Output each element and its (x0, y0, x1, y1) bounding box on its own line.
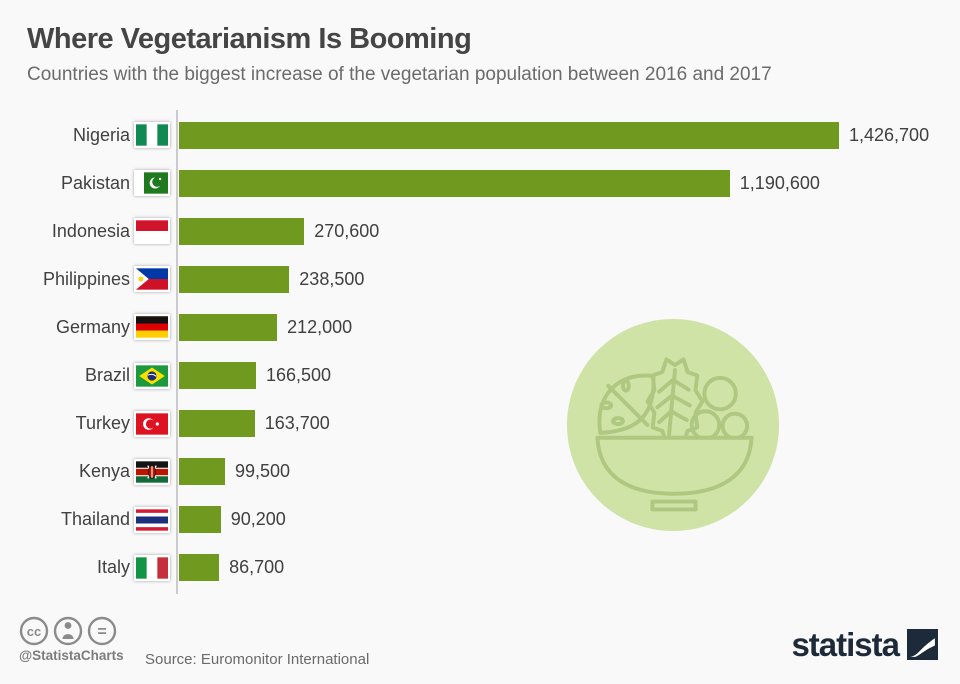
italy-flag (134, 554, 170, 581)
country-label: Brazil (84, 365, 130, 386)
page-subtitle: Countries with the biggest increase of t… (27, 63, 772, 85)
country-label: Nigeria (72, 124, 130, 145)
chart-row: Thailand 90,200 (0, 496, 960, 544)
kenya-flag (134, 458, 170, 485)
salad-bowl-icon (565, 317, 781, 533)
bar (179, 121, 839, 149)
equals-glyph: = (97, 624, 106, 641)
pakistan-flag (134, 170, 170, 197)
bar (179, 554, 220, 582)
value-label: 86,700 (229, 557, 285, 578)
header: Where Vegetarianism Is Booming Countries… (27, 23, 937, 86)
country-label: Germany (55, 316, 130, 337)
value-label: 166,500 (266, 365, 332, 386)
country-label: Pakistan (60, 172, 130, 193)
value-label: 238,500 (299, 268, 365, 289)
chart-row: Germany 212,000 (0, 303, 960, 351)
brazil-flag (134, 362, 170, 389)
value-label: 270,600 (314, 220, 380, 241)
bar (179, 265, 290, 293)
value-label: 99,500 (235, 461, 291, 482)
country-label: Philippines (42, 268, 130, 289)
chart-row: Philippines 238,500 (0, 255, 960, 303)
no-derivatives-icon (87, 616, 117, 646)
turkey-flag (134, 410, 170, 437)
germany-flag (134, 314, 170, 341)
country-label: Turkey (75, 413, 130, 434)
indonesia-flag (134, 218, 170, 245)
bar (179, 458, 225, 486)
license-icons: cc = (19, 616, 119, 653)
chart-row: Italy 86,700 (0, 544, 960, 592)
country-label: Italy (96, 557, 130, 578)
nigeria-flag (134, 122, 170, 149)
statista-logo: statista (791, 628, 938, 661)
value-label: 1,426,700 (849, 124, 930, 145)
chart-row: Brazil 166,500 (0, 351, 960, 399)
value-label: 163,700 (264, 413, 330, 434)
axis-baseline (176, 110, 178, 594)
cc-glyph: cc (27, 624, 41, 639)
country-label: Kenya (78, 461, 130, 482)
attribution-icon (53, 616, 83, 646)
bar (179, 410, 255, 438)
country-label: Indonesia (51, 220, 130, 241)
value-label: 1,190,600 (739, 172, 820, 193)
bar (179, 313, 278, 341)
bar (179, 362, 256, 390)
cc-icon (19, 616, 49, 646)
bar (179, 506, 221, 534)
bar (179, 217, 305, 245)
chart-row: Pakistan 1,190,600 (0, 159, 960, 207)
chart-row: Kenya 99,500 (0, 448, 960, 496)
statista-wordmark: statista (791, 626, 900, 663)
page-title: Where Vegetarianism Is Booming (27, 23, 472, 55)
chart-row: Turkey 163,700 (0, 400, 960, 448)
philippines-flag (134, 266, 170, 293)
source-text: Source: Euromonitor International (145, 651, 370, 668)
statista-handle: @StatistaCharts (19, 648, 124, 663)
thailand-flag (134, 506, 170, 533)
chart-row: Indonesia 270,600 (0, 207, 960, 255)
value-label: 90,200 (230, 509, 286, 530)
chart-row: Nigeria 1,426,700 (0, 111, 960, 159)
country-label: Thailand (60, 509, 130, 530)
statista-logo-mark (907, 629, 938, 660)
bar-chart: Nigeria 1,426,700 Pakistan 1,190,600 Indones… (0, 111, 960, 592)
value-label: 212,000 (287, 316, 353, 337)
bar (179, 169, 730, 197)
